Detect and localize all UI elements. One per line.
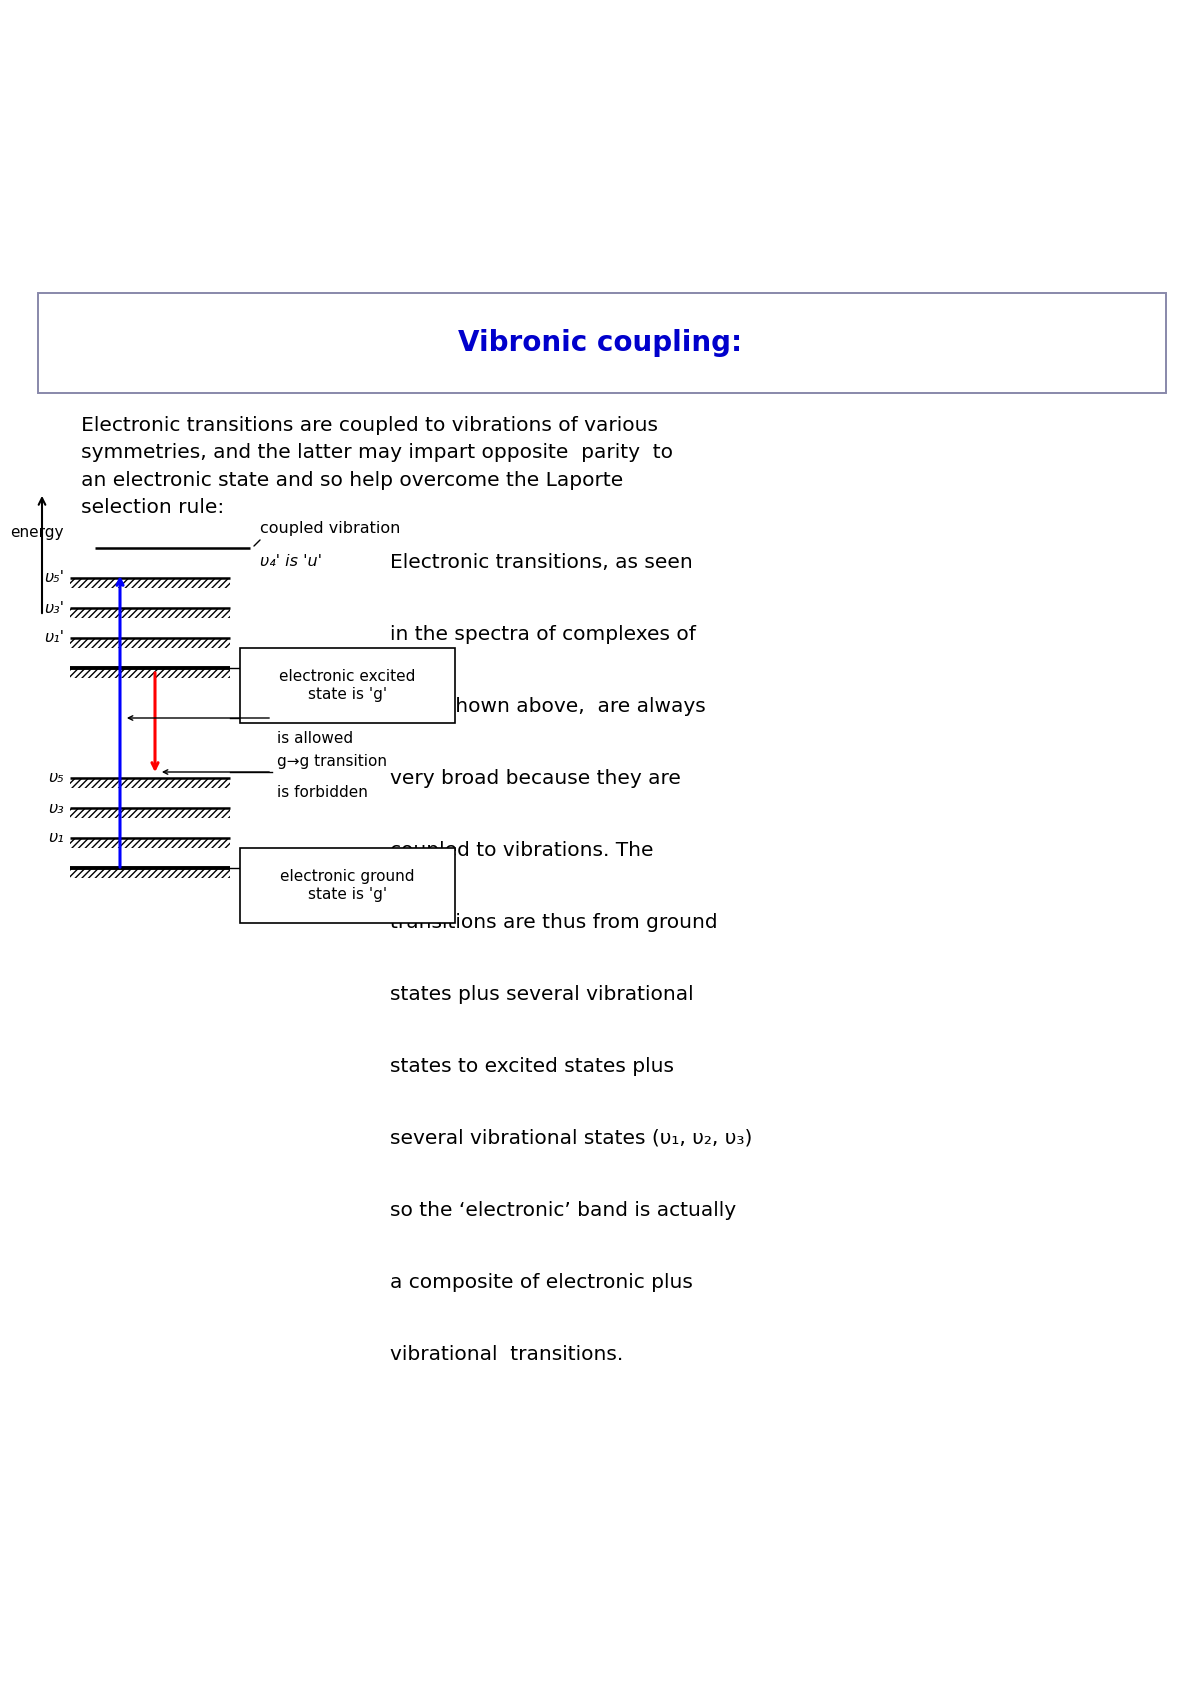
Text: several vibrational states (υ₁, υ₂, υ₃): several vibrational states (υ₁, υ₂, υ₃): [390, 1129, 752, 1148]
Text: υ₁': υ₁': [44, 630, 64, 645]
Text: υ₁: υ₁: [48, 830, 64, 846]
Text: υ₅: υ₅: [48, 771, 64, 786]
Text: electronic ground
state is 'g': electronic ground state is 'g': [281, 869, 415, 902]
Text: is allowed: is allowed: [277, 732, 353, 745]
Text: Vibronic coupling:: Vibronic coupling:: [458, 329, 742, 357]
Bar: [70, 868, 230, 878]
Text: Ni(II) shown above,  are always: Ni(II) shown above, are always: [390, 696, 706, 717]
Text: Electronic transitions, as seen: Electronic transitions, as seen: [390, 554, 692, 572]
Text: electronic excited
state is 'g': electronic excited state is 'g': [280, 669, 415, 701]
Bar: [70, 839, 230, 847]
Text: g→(g+u) transition: g→(g+u) transition: [277, 700, 421, 715]
Text: very broad because they are: very broad because they are: [390, 769, 680, 788]
Text: states plus several vibrational: states plus several vibrational: [390, 985, 694, 1004]
Text: υ₃': υ₃': [44, 601, 64, 615]
Text: υ₄' is 'u': υ₄' is 'u': [260, 554, 322, 569]
Text: energy: energy: [10, 525, 64, 540]
Text: coupled to vibrations. The: coupled to vibrations. The: [390, 841, 654, 859]
Text: a composite of electronic plus: a composite of electronic plus: [390, 1274, 692, 1292]
Bar: [70, 667, 230, 678]
Bar: [70, 638, 230, 649]
Text: transitions are thus from ground: transitions are thus from ground: [390, 914, 718, 932]
Text: υ₃: υ₃: [48, 800, 64, 815]
Bar: [38, 294, 1166, 392]
Bar: [70, 808, 230, 818]
Bar: [240, 649, 455, 723]
Text: states to excited states plus: states to excited states plus: [390, 1056, 674, 1077]
Text: in the spectra of complexes of: in the spectra of complexes of: [390, 625, 696, 644]
Text: coupled vibration: coupled vibration: [260, 521, 401, 537]
Text: vibrational  transitions.: vibrational transitions.: [390, 1345, 623, 1363]
Text: g→g transition: g→g transition: [277, 754, 386, 769]
Bar: [240, 847, 455, 924]
Bar: [70, 608, 230, 618]
Bar: [70, 577, 230, 588]
Bar: [70, 778, 230, 788]
Text: Electronic transitions are coupled to vibrations of various
   symmetries, and t: Electronic transitions are coupled to vi…: [62, 416, 673, 516]
Text: is forbidden: is forbidden: [277, 784, 368, 800]
Text: so the ‘electronic’ band is actually: so the ‘electronic’ band is actually: [390, 1200, 736, 1219]
Text: υ₅': υ₅': [44, 571, 64, 586]
